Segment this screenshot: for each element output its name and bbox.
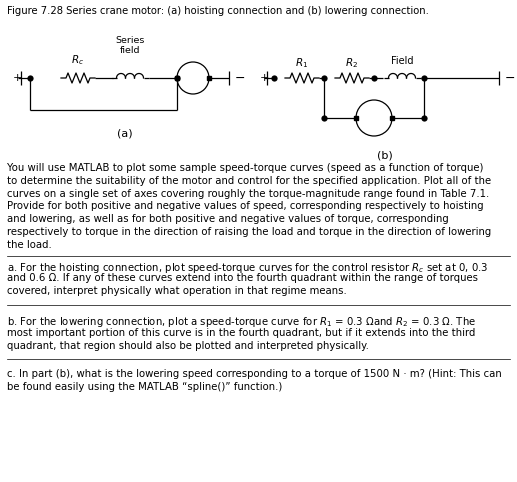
Text: Field: Field — [391, 56, 413, 66]
Bar — [390, 116, 394, 120]
Text: covered, interpret physically what operation in that regime means.: covered, interpret physically what opera… — [7, 286, 347, 296]
Bar — [354, 116, 358, 120]
Text: to determine the suitability of the motor and control for the specified applicat: to determine the suitability of the moto… — [7, 176, 491, 186]
Text: be found easily using the MATLAB “spline()” function.): be found easily using the MATLAB “spline… — [7, 382, 282, 392]
Text: curves on a single set of axes covering roughly the torque-magnitude range found: curves on a single set of axes covering … — [7, 188, 489, 199]
Text: and lowering, as well as for both positive and negative values of torque, corres: and lowering, as well as for both positi… — [7, 214, 449, 224]
Text: a. For the hoisting connection, plot speed-torque curves for the control resisto: a. For the hoisting connection, plot spe… — [7, 261, 489, 275]
Bar — [207, 76, 211, 80]
Text: (a): (a) — [117, 128, 133, 138]
Text: Provide for both positive and negative values of speed, corresponding respective: Provide for both positive and negative v… — [7, 201, 483, 212]
Text: b. For the lowering connection, plot a speed-torque curve for $R_1$ = 0.3 Ωand $: b. For the lowering connection, plot a s… — [7, 315, 476, 329]
Text: respectively to torque in the direction of raising the load and torque in the di: respectively to torque in the direction … — [7, 227, 491, 237]
Text: quadrant, that region should also be plotted and interpreted physically.: quadrant, that region should also be plo… — [7, 341, 369, 350]
Text: field: field — [120, 46, 140, 55]
Text: and 0.6 Ω. If any of these curves extend into the fourth quadrant within the ran: and 0.6 Ω. If any of these curves extend… — [7, 273, 478, 283]
Text: (b): (b) — [377, 150, 393, 160]
Text: $R_c$: $R_c$ — [71, 53, 85, 67]
Text: Figure 7.28 Series crane motor: (a) hoisting connection and (b) lowering connect: Figure 7.28 Series crane motor: (a) hois… — [7, 6, 429, 16]
Text: $R_2$: $R_2$ — [345, 56, 358, 70]
Text: Series: Series — [115, 36, 145, 45]
Text: −: − — [505, 71, 515, 84]
Text: $R_1$: $R_1$ — [295, 56, 309, 70]
Text: You will use MATLAB to plot some sample speed-torque curves (speed as a function: You will use MATLAB to plot some sample … — [7, 163, 483, 173]
Text: +: + — [13, 73, 22, 83]
Bar — [175, 76, 179, 80]
Text: most important portion of this curve is in the fourth quadrant, but if it extend: most important portion of this curve is … — [7, 328, 475, 338]
Text: c. In part (b), what is the lowering speed corresponding to a torque of 1500 N ·: c. In part (b), what is the lowering spe… — [7, 369, 502, 379]
Text: +: + — [260, 73, 269, 83]
Text: the load.: the load. — [7, 240, 52, 250]
Text: −: − — [235, 71, 246, 84]
